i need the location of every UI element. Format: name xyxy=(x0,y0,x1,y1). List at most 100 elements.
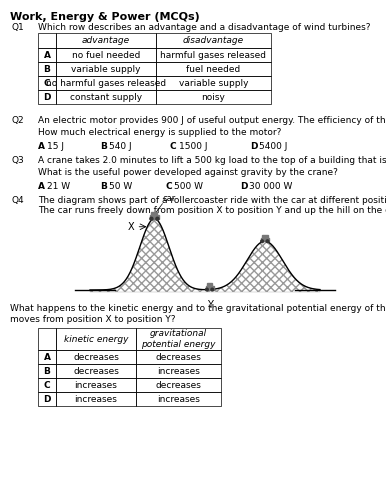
Text: increases: increases xyxy=(157,366,200,376)
Text: Q1: Q1 xyxy=(12,23,25,32)
Text: gravitational
potential energy: gravitational potential energy xyxy=(141,330,216,348)
Circle shape xyxy=(266,240,269,242)
Text: decreases: decreases xyxy=(156,352,201,362)
Text: increases: increases xyxy=(157,394,200,404)
Text: variable supply: variable supply xyxy=(179,78,248,88)
Bar xyxy=(156,62,271,76)
Text: decreases: decreases xyxy=(73,366,119,376)
Text: C: C xyxy=(170,142,177,151)
Text: Q4: Q4 xyxy=(12,196,25,205)
Bar xyxy=(206,286,213,290)
Text: How much electrical energy is supplied to the motor?: How much electrical energy is supplied t… xyxy=(38,128,281,137)
Text: C: C xyxy=(44,78,50,88)
Text: 1500 J: 1500 J xyxy=(179,142,208,151)
Bar xyxy=(56,48,156,62)
Text: increases: increases xyxy=(74,394,117,404)
Bar xyxy=(38,350,56,364)
Bar xyxy=(156,33,271,48)
Bar xyxy=(38,62,56,76)
Text: no harmful gases released: no harmful gases released xyxy=(46,78,166,88)
Text: What is the useful power developed against gravity by the crane?: What is the useful power developed again… xyxy=(38,168,338,177)
Bar xyxy=(136,364,221,378)
Bar xyxy=(156,48,271,62)
Text: B: B xyxy=(100,142,107,151)
Text: C: C xyxy=(165,182,172,191)
Text: A crane takes 2.0 minutes to lift a 500 kg load to the top of a building that is: A crane takes 2.0 minutes to lift a 500 … xyxy=(38,156,386,165)
Bar xyxy=(136,378,221,392)
Text: 540 J: 540 J xyxy=(109,142,132,151)
Text: A: A xyxy=(38,182,45,191)
Text: The car runs freely down from position X to position Y and up the hill on the ot: The car runs freely down from position X… xyxy=(38,206,386,215)
Bar xyxy=(56,76,156,90)
Text: What happens to the kinetic energy and to the gravitational potential energy of : What happens to the kinetic energy and t… xyxy=(10,304,386,313)
Text: B: B xyxy=(100,182,107,191)
Text: harmful gases released: harmful gases released xyxy=(161,50,266,59)
Circle shape xyxy=(150,217,153,220)
Bar xyxy=(136,392,221,406)
Text: D: D xyxy=(43,92,51,102)
Bar xyxy=(56,90,156,104)
Text: Q2: Q2 xyxy=(12,116,25,125)
Text: 50 W: 50 W xyxy=(109,182,132,191)
Bar xyxy=(38,90,56,104)
Text: increases: increases xyxy=(74,380,117,390)
Bar xyxy=(56,350,136,364)
Text: D: D xyxy=(240,182,247,191)
Text: D: D xyxy=(250,142,257,151)
Text: A: A xyxy=(44,352,51,362)
Bar xyxy=(156,76,271,90)
Text: A: A xyxy=(44,50,51,59)
Bar xyxy=(38,76,56,90)
Text: D: D xyxy=(43,394,51,404)
Text: variable supply: variable supply xyxy=(71,64,141,74)
Text: 5400 J: 5400 J xyxy=(259,142,287,151)
Text: noisy: noisy xyxy=(201,92,225,102)
Text: moves from position X to position Y?: moves from position X to position Y? xyxy=(10,315,176,324)
Text: A: A xyxy=(38,142,45,151)
Text: The diagram shows part of a rollercoaster ride with the car at different positio: The diagram shows part of a rollercoaste… xyxy=(38,196,386,205)
Text: 30 000 W: 30 000 W xyxy=(249,182,292,191)
Bar xyxy=(56,62,156,76)
Bar xyxy=(136,328,221,350)
Text: Work, Energy & Power (MCQs): Work, Energy & Power (MCQs) xyxy=(10,12,200,22)
Text: An electric motor provides 900 J of useful output energy. The efficiency of the : An electric motor provides 900 J of usef… xyxy=(38,116,386,125)
Bar xyxy=(261,238,269,241)
Circle shape xyxy=(206,288,208,291)
Text: C: C xyxy=(44,380,50,390)
Text: B: B xyxy=(44,366,51,376)
Bar xyxy=(38,392,56,406)
Text: car: car xyxy=(163,194,176,202)
Bar xyxy=(38,378,56,392)
Text: 21 W: 21 W xyxy=(47,182,70,191)
Text: 15 J: 15 J xyxy=(47,142,64,151)
Text: kinetic energy: kinetic energy xyxy=(64,334,128,344)
Text: advantage: advantage xyxy=(82,36,130,45)
Text: Which row describes an advantage and a disadvantage of wind turbines?: Which row describes an advantage and a d… xyxy=(38,23,371,32)
Bar xyxy=(136,350,221,364)
Bar xyxy=(207,283,212,286)
Circle shape xyxy=(211,288,213,291)
Bar xyxy=(56,33,156,48)
Text: disadvantage: disadvantage xyxy=(183,36,244,45)
Circle shape xyxy=(261,240,264,242)
Bar xyxy=(151,212,157,214)
Bar xyxy=(38,364,56,378)
Text: decreases: decreases xyxy=(73,352,119,362)
Text: decreases: decreases xyxy=(156,380,201,390)
Bar xyxy=(38,48,56,62)
Bar xyxy=(56,328,136,350)
Bar xyxy=(262,235,267,238)
Text: 500 W: 500 W xyxy=(174,182,203,191)
Bar xyxy=(38,33,56,48)
Bar xyxy=(56,378,136,392)
Bar xyxy=(38,328,56,350)
Bar xyxy=(56,364,136,378)
Text: X: X xyxy=(128,222,134,232)
Text: no fuel needed: no fuel needed xyxy=(72,50,140,59)
Text: B: B xyxy=(44,64,51,74)
Circle shape xyxy=(156,217,159,220)
Text: constant supply: constant supply xyxy=(70,92,142,102)
Text: Y: Y xyxy=(207,300,213,310)
Bar xyxy=(156,90,271,104)
Text: Q3: Q3 xyxy=(12,156,25,165)
